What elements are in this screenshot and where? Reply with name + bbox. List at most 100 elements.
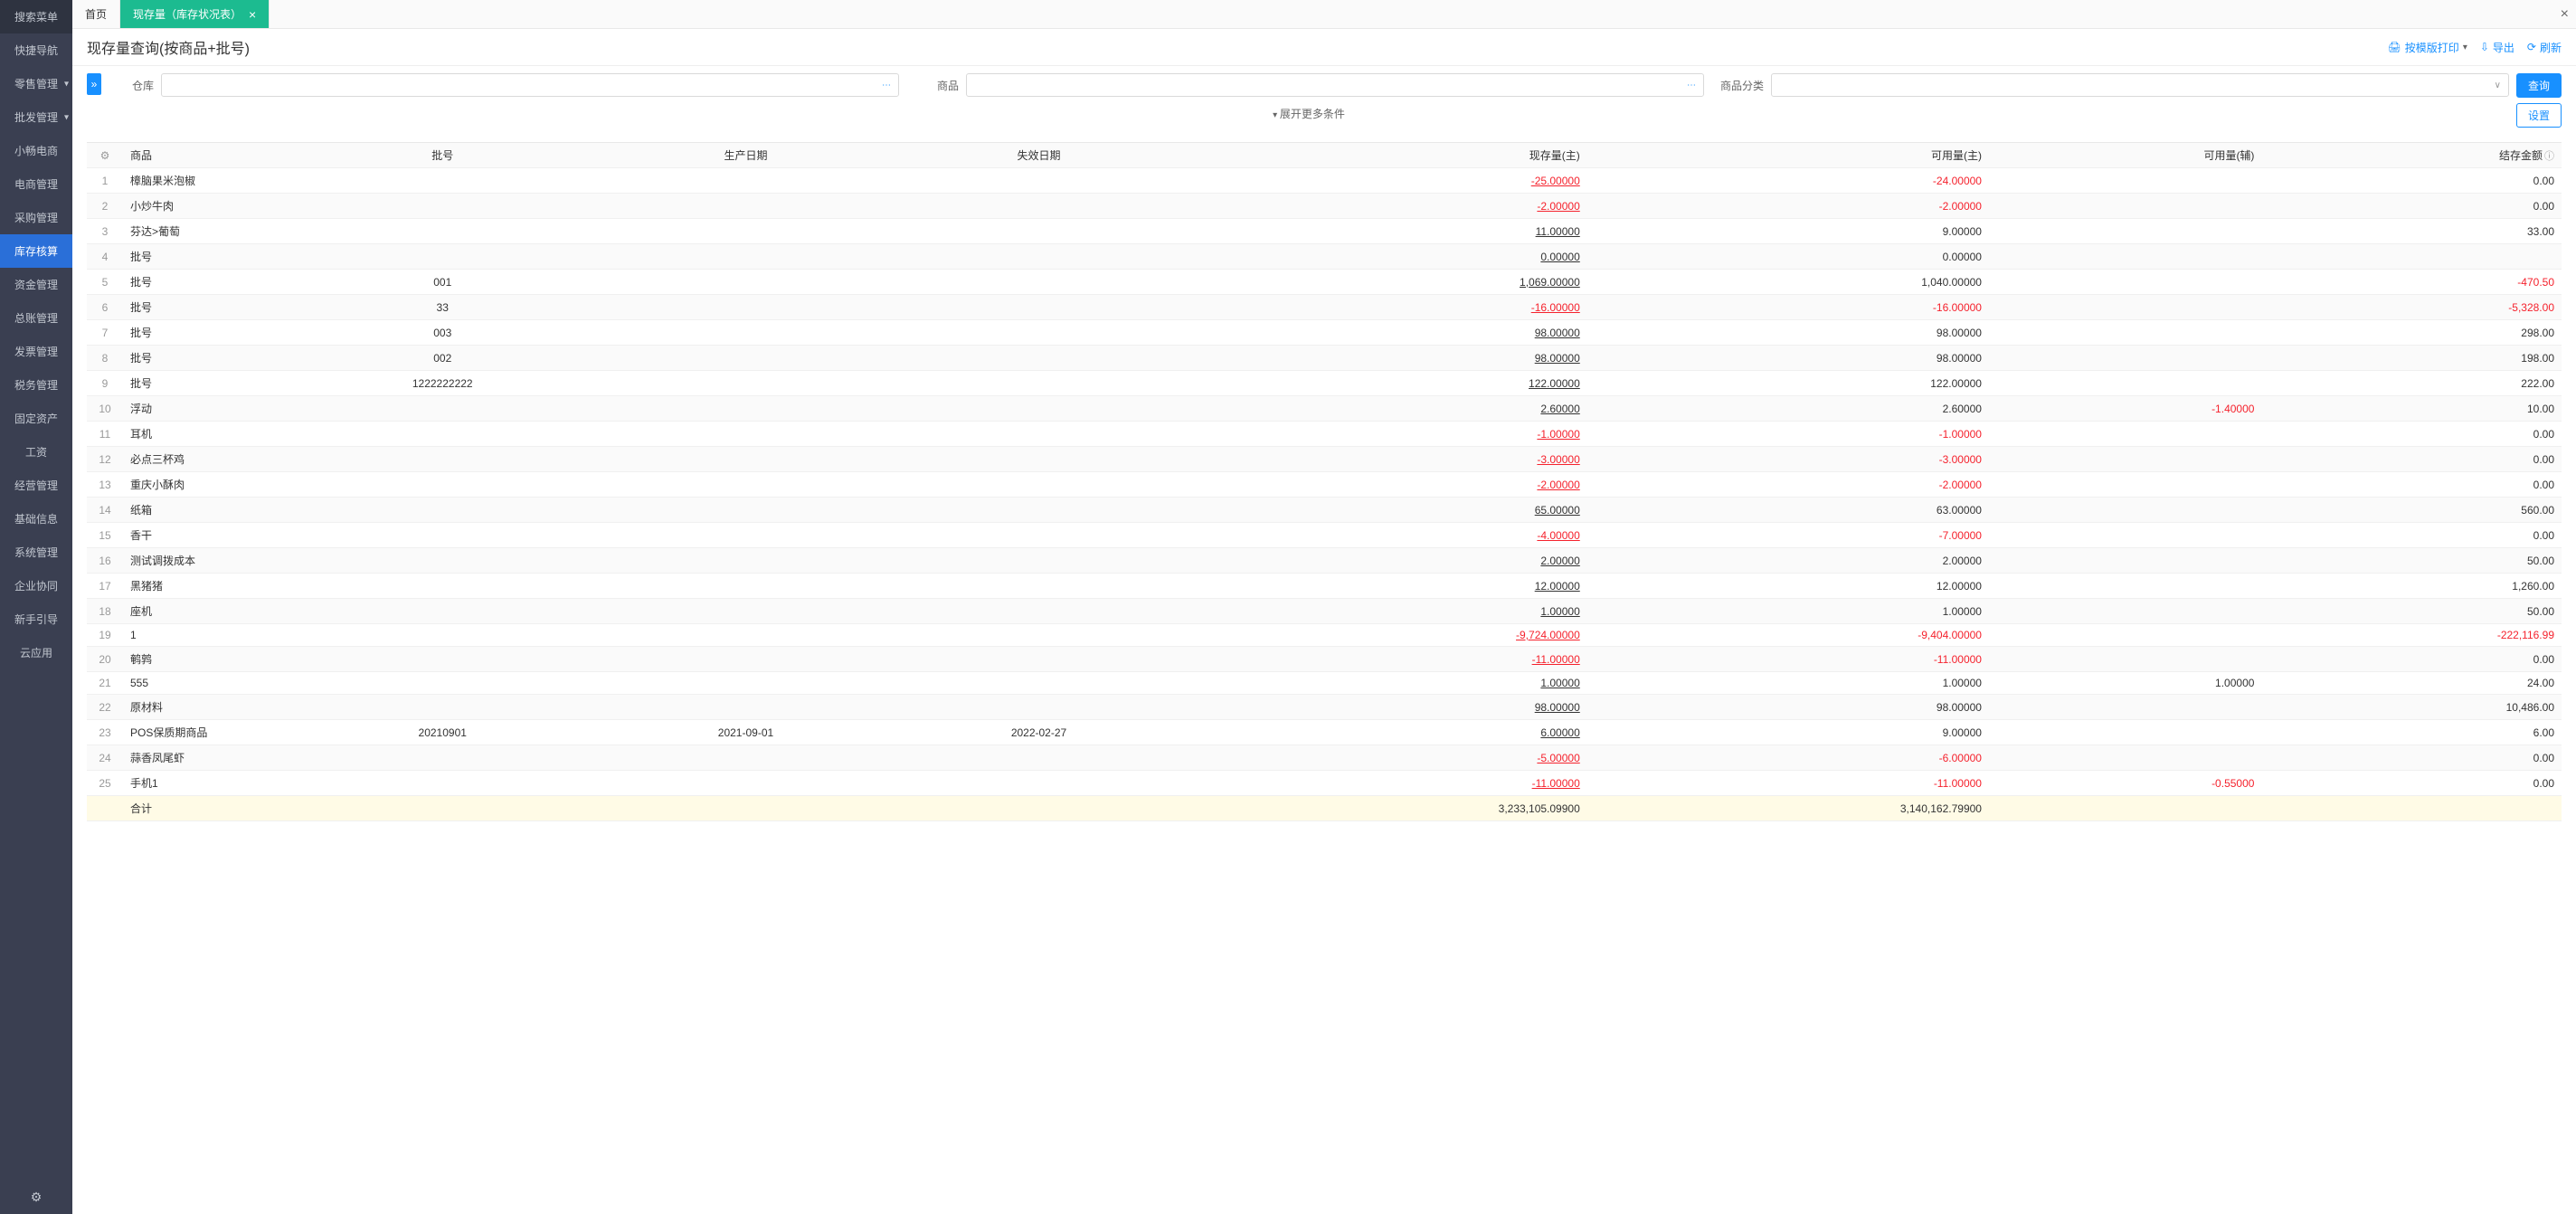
col-exp-date[interactable]: 失效日期 [893,143,1186,168]
col-amount[interactable]: 结存金额ⓘ [2261,143,2562,168]
expand-filters-button[interactable]: 展开更多条件 [109,102,2509,125]
sidebar-item-13[interactable]: 工资 [0,435,72,469]
table-row[interactable]: 11耳机-1.00000-1.000000.00 [87,422,2562,447]
drill-link[interactable]: 1.00000 [1540,677,1579,689]
drill-link[interactable]: 98.00000 [1535,327,1580,339]
sidebar-item-12[interactable]: 固定资产 [0,402,72,435]
drill-link[interactable]: 0.00000 [1540,251,1579,263]
sidebar-item-3[interactable]: 批发管理 [0,100,72,134]
close-all-tabs-icon[interactable]: × [2561,6,2569,23]
page-title: 现存量查询(按商品+批号) [87,36,250,58]
sidebar-item-19[interactable]: 云应用 [0,636,72,669]
drill-link[interactable]: 98.00000 [1535,701,1580,714]
table-row[interactable]: 7批号00398.0000098.00000298.00 [87,320,2562,346]
drill-link[interactable]: 1,069.00000 [1520,276,1580,289]
tab-close-icon[interactable]: × [249,7,256,22]
table-settings-icon[interactable]: ⚙ [87,143,123,168]
table-row[interactable]: 9批号1222222222122.00000122.00000222.00 [87,371,2562,396]
drill-link[interactable]: -25.00000 [1531,175,1580,187]
drill-link[interactable]: -9,724.00000 [1516,629,1580,641]
table-row[interactable]: 15香干-4.00000-7.000000.00 [87,523,2562,548]
col-avail[interactable]: 可用量(主) [1587,143,1989,168]
tab-bar: 首页现存量（库存状况表）× × [72,0,2576,29]
category-input[interactable]: ∨ [1771,73,2509,97]
table-row[interactable]: 20鹌鹑-11.00000-11.000000.00 [87,647,2562,672]
drill-link[interactable]: -5.00000 [1537,752,1579,764]
table-row[interactable]: 12必点三杯鸡-3.00000-3.000000.00 [87,447,2562,472]
sidebar-item-8[interactable]: 资金管理 [0,268,72,301]
table-row[interactable]: 13重庆小酥肉-2.00000-2.000000.00 [87,472,2562,498]
drill-link[interactable]: 1.00000 [1540,605,1579,618]
export-button[interactable]: ⇩ 导出 [2480,40,2514,55]
sidebar-item-1[interactable]: 快捷导航 [0,33,72,67]
table-row[interactable]: 14纸箱65.0000063.00000560.00 [87,498,2562,523]
sidebar-item-5[interactable]: 电商管理 [0,167,72,201]
col-product[interactable]: 商品 [123,143,286,168]
table-row[interactable]: 1樟脑果米泡椒-25.00000-24.000000.00 [87,168,2562,194]
help-icon[interactable]: ⓘ [2544,151,2554,162]
table-row[interactable]: 18座机1.000001.0000050.00 [87,599,2562,624]
drill-link[interactable]: 65.00000 [1535,504,1580,517]
drill-link[interactable]: 11.00000 [1536,225,1580,238]
warehouse-input[interactable]: ⋯ [161,73,899,97]
settings-button[interactable]: 设置 [2516,103,2562,128]
drill-link[interactable]: 2.60000 [1540,403,1579,415]
sidebar-item-9[interactable]: 总账管理 [0,301,72,335]
drill-link[interactable]: -11.00000 [1532,653,1580,666]
sidebar-item-2[interactable]: 零售管理 [0,67,72,100]
drill-link[interactable]: 12.00000 [1535,580,1580,593]
drill-link[interactable]: -2.00000 [1537,479,1579,491]
table-row[interactable]: 2小炒牛肉-2.00000-2.000000.00 [87,194,2562,219]
sidebar-item-15[interactable]: 基础信息 [0,502,72,536]
table-row[interactable]: 215551.000001.000001.0000024.00 [87,672,2562,695]
drill-link[interactable]: -1.00000 [1537,428,1579,441]
sidebar-item-0[interactable]: 搜索菜单 [0,0,72,33]
drill-link[interactable]: -2.00000 [1537,200,1579,213]
sidebar-item-4[interactable]: 小畅电商 [0,134,72,167]
tab-0[interactable]: 首页 [72,0,120,28]
table-row[interactable]: 17黑猪猪12.0000012.000001,260.00 [87,574,2562,599]
table-row[interactable]: 24蒜香凤尾虾-5.00000-6.000000.00 [87,745,2562,771]
refresh-button[interactable]: ⟳ 刷新 [2527,40,2562,55]
warehouse-more-icon[interactable]: ⋯ [882,81,891,90]
col-stock[interactable]: 现存量(主) [1186,143,1587,168]
table-row[interactable]: 16测试调拨成本2.000002.0000050.00 [87,548,2562,574]
table-row[interactable]: 22原材料98.0000098.0000010,486.00 [87,695,2562,720]
table-row[interactable]: 6批号33-16.00000-16.00000-5,328.00 [87,295,2562,320]
settings-gear-icon[interactable]: ⚙ [31,1190,43,1204]
sidebar-item-18[interactable]: 新手引导 [0,602,72,636]
sidebar-item-6[interactable]: 采购管理 [0,201,72,234]
table-row[interactable]: 5批号0011,069.000001,040.00000-470.50 [87,270,2562,295]
tab-1[interactable]: 现存量（库存状况表）× [120,0,270,28]
drill-link[interactable]: 122.00000 [1529,377,1580,390]
table-row[interactable]: 8批号00298.0000098.00000198.00 [87,346,2562,371]
sidebar-item-7[interactable]: 库存核算 [0,234,72,268]
sidebar-item-17[interactable]: 企业协同 [0,569,72,602]
drill-link[interactable]: 2.00000 [1540,555,1579,567]
table-row[interactable]: 4批号0.000000.00000 [87,244,2562,270]
sidebar-item-10[interactable]: 发票管理 [0,335,72,368]
drill-link[interactable]: 6.00000 [1540,726,1579,739]
drill-link[interactable]: 98.00000 [1535,352,1580,365]
product-more-icon[interactable]: ⋯ [1687,81,1696,90]
drill-link[interactable]: -11.00000 [1532,777,1580,790]
drill-link[interactable]: -4.00000 [1537,529,1579,542]
sidebar-item-11[interactable]: 税务管理 [0,368,72,402]
product-input[interactable]: ⋯ [966,73,1704,97]
table-row[interactable]: 3芬达>葡萄11.000009.0000033.00 [87,219,2562,244]
category-chevron-icon[interactable]: ∨ [2495,81,2501,90]
drill-link[interactable]: -16.00000 [1531,301,1580,314]
table-row[interactable]: 25手机1-11.00000-11.00000-0.550000.00 [87,771,2562,796]
col-prod-date[interactable]: 生产日期 [599,143,892,168]
collapse-filters-button[interactable]: » [87,73,101,95]
sidebar-item-14[interactable]: 经营管理 [0,469,72,502]
table-row[interactable]: 23POS保质期商品202109012021-09-012022-02-276.… [87,720,2562,745]
table-row[interactable]: 10浮动2.600002.60000-1.4000010.00 [87,396,2562,422]
col-aux[interactable]: 可用量(辅) [1989,143,2261,168]
table-row[interactable]: 191-9,724.00000-9,404.00000-222,116.99 [87,624,2562,647]
drill-link[interactable]: -3.00000 [1537,453,1579,466]
print-button[interactable]: 🖨 按模版打印 ▾ [2388,40,2467,55]
query-button[interactable]: 查询 [2516,73,2562,98]
sidebar-item-16[interactable]: 系统管理 [0,536,72,569]
col-batch[interactable]: 批号 [286,143,599,168]
